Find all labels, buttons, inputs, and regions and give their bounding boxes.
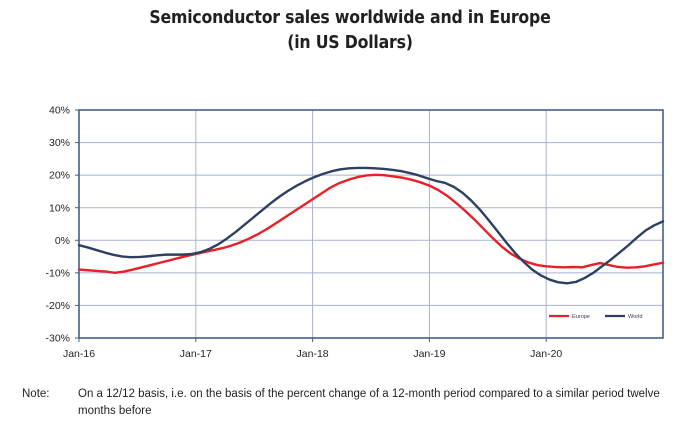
x-axis-tick-label: Jan-18: [297, 348, 329, 360]
chart-plot-area: 40% 30% 20% 10% 0% -10% -20% -30% Jan-16 Jan-17 Ja…: [0, 78, 700, 368]
legend-label-europe: Europe: [572, 314, 590, 320]
x-axis-tick-label: Jan-19: [413, 348, 445, 360]
x-axis-tick-label: Jan-17: [180, 348, 212, 360]
line-chart-svg: 40% 30% 20% 10% 0% -10% -20% -30% Jan-16 Jan-17 Ja…: [45, 105, 665, 360]
x-axis-tick-label: Jan-20: [530, 348, 562, 360]
legend-label-world: World: [628, 314, 643, 320]
y-axis-tick-label: -30%: [45, 333, 70, 345]
chart-title: Semiconductor sales worldwide and in Eur…: [0, 6, 700, 56]
chart-title-line-2: (in US Dollars): [287, 33, 413, 53]
series-line-europe: [77, 173, 665, 275]
y-axis-tick-label: 40%: [49, 105, 70, 117]
y-axis-tick-label: -10%: [45, 267, 70, 279]
chart-note: Note: On a 12/12 basis, i.e. on the basi…: [22, 386, 682, 420]
note-text: On a 12/12 basis, i.e. on the basis of t…: [78, 388, 660, 417]
note-label: Note:: [22, 388, 50, 400]
y-axis-tick-label: 0%: [55, 235, 70, 247]
y-axis-tick-label: 10%: [49, 202, 70, 214]
chart-title-line-1: Semiconductor sales worldwide and in Eur…: [149, 8, 551, 28]
y-axis-tick-label: -20%: [45, 300, 70, 312]
y-axis-tick-label: 20%: [49, 170, 70, 182]
plot-border: [78, 109, 664, 339]
x-axis-tick-label: Jan-16: [63, 348, 95, 360]
series-line-world: [77, 166, 665, 285]
y-axis-tick-label: 30%: [49, 137, 70, 149]
